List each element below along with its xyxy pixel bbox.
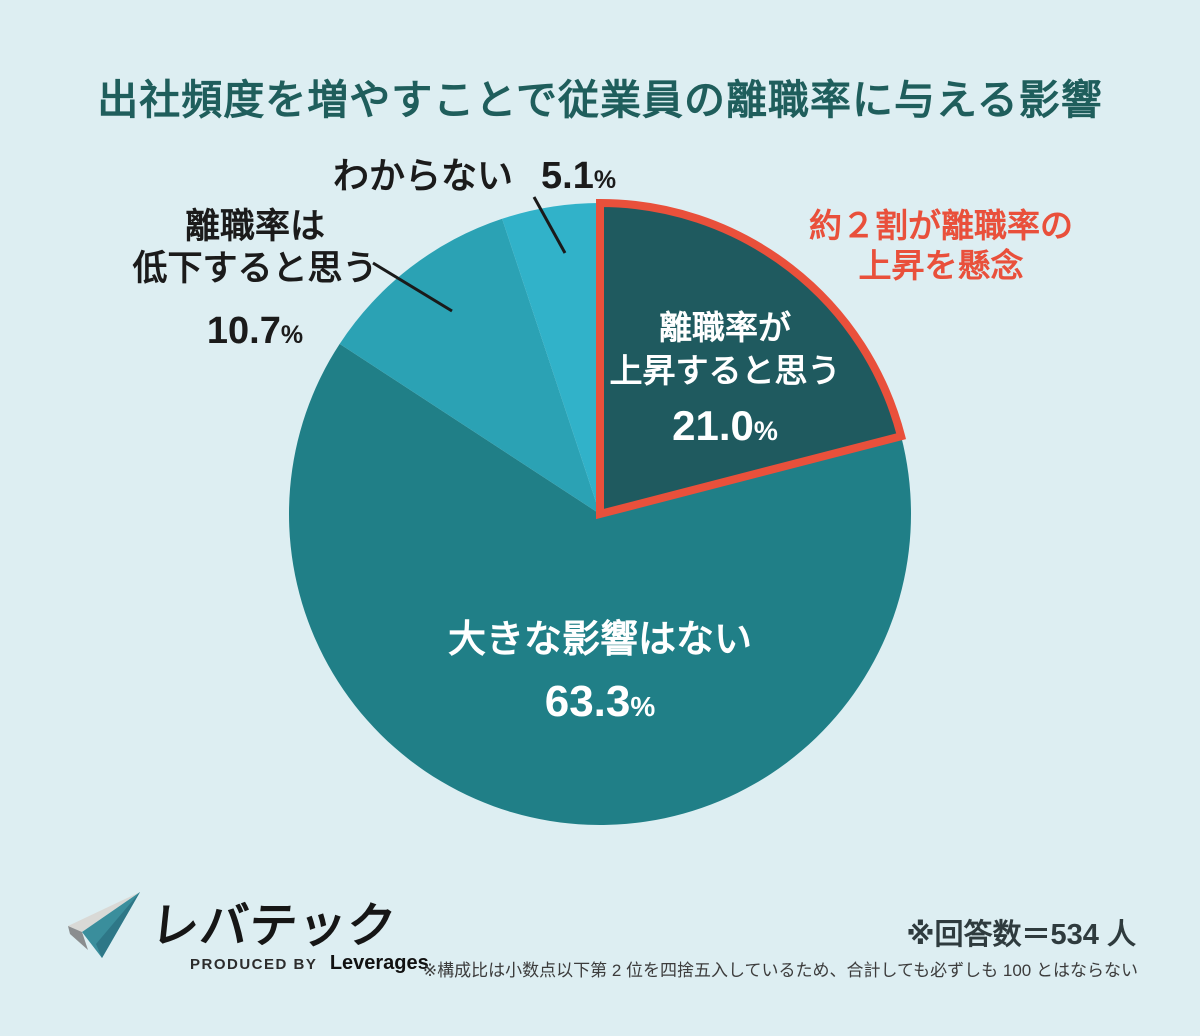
slice-label-decline-line1: 離職率は [184, 207, 325, 246]
slice-value-no-impact: 63.3% [544, 677, 656, 726]
percent-sign: % [280, 321, 304, 349]
slice-label-unknown: わからない 5.1% [333, 147, 616, 199]
percent-sign: % [630, 691, 656, 722]
percent-sign: % [753, 416, 778, 446]
pie-slice-rise [596, 198, 907, 520]
page-title: 出社頻度を増やすことで従業員の離職率に与える影響 [97, 77, 1103, 123]
slice-value-rise: 21.0% [672, 402, 778, 449]
pie-slice-unknown [502, 203, 600, 514]
slice-label-no-impact: 大きな影響はない 63.3% [440, 608, 760, 727]
pie-slices [288, 198, 911, 826]
levtech-logo-icon [68, 892, 140, 958]
company-name: Leverages [329, 952, 429, 974]
slice-label-rise: 離職率が 上昇すると思う 21.0% [573, 306, 877, 450]
respondents-note: ※回答数＝534 人 [906, 919, 1136, 951]
slice-label-no-impact-text: 大きな影響はない [447, 619, 752, 661]
slice-label-unknown-text: わからない [333, 155, 514, 196]
percent-sign: % [593, 166, 617, 194]
slice-label-rise-line2: 上昇すると思う [609, 352, 841, 389]
annotation-line2: 上昇を懸念 [858, 247, 1024, 284]
rounding-footnote: ※構成比は小数点以下第 2 位を四捨五入しているため、合計しても必ずしも 100… [422, 961, 1138, 980]
annotation-callout: 約２割が離職率の 上昇を懸念 [788, 206, 1094, 286]
leader-line-decline [372, 261, 453, 313]
slice-value-unknown: 5.1% [541, 155, 617, 197]
leader-line-unknown [532, 196, 567, 254]
produced-by-line: PRODUCED BY Leverages [190, 952, 429, 975]
pie-slice-no-impact [288, 343, 911, 826]
pie-slice-decline [339, 218, 600, 515]
slice-label-decline: 離職率は 低下すると思う 10.7% [100, 206, 410, 353]
produced-by-text: PRODUCED BY [190, 956, 318, 973]
slice-label-decline-line2: 低下すると思う [132, 249, 378, 288]
slice-label-rise-line1: 離職率が [659, 309, 791, 346]
brand-name: レバテック [148, 900, 399, 953]
slice-value-decline: 10.7% [206, 310, 304, 352]
annotation-line1: 約２割が離職率の [809, 207, 1073, 244]
